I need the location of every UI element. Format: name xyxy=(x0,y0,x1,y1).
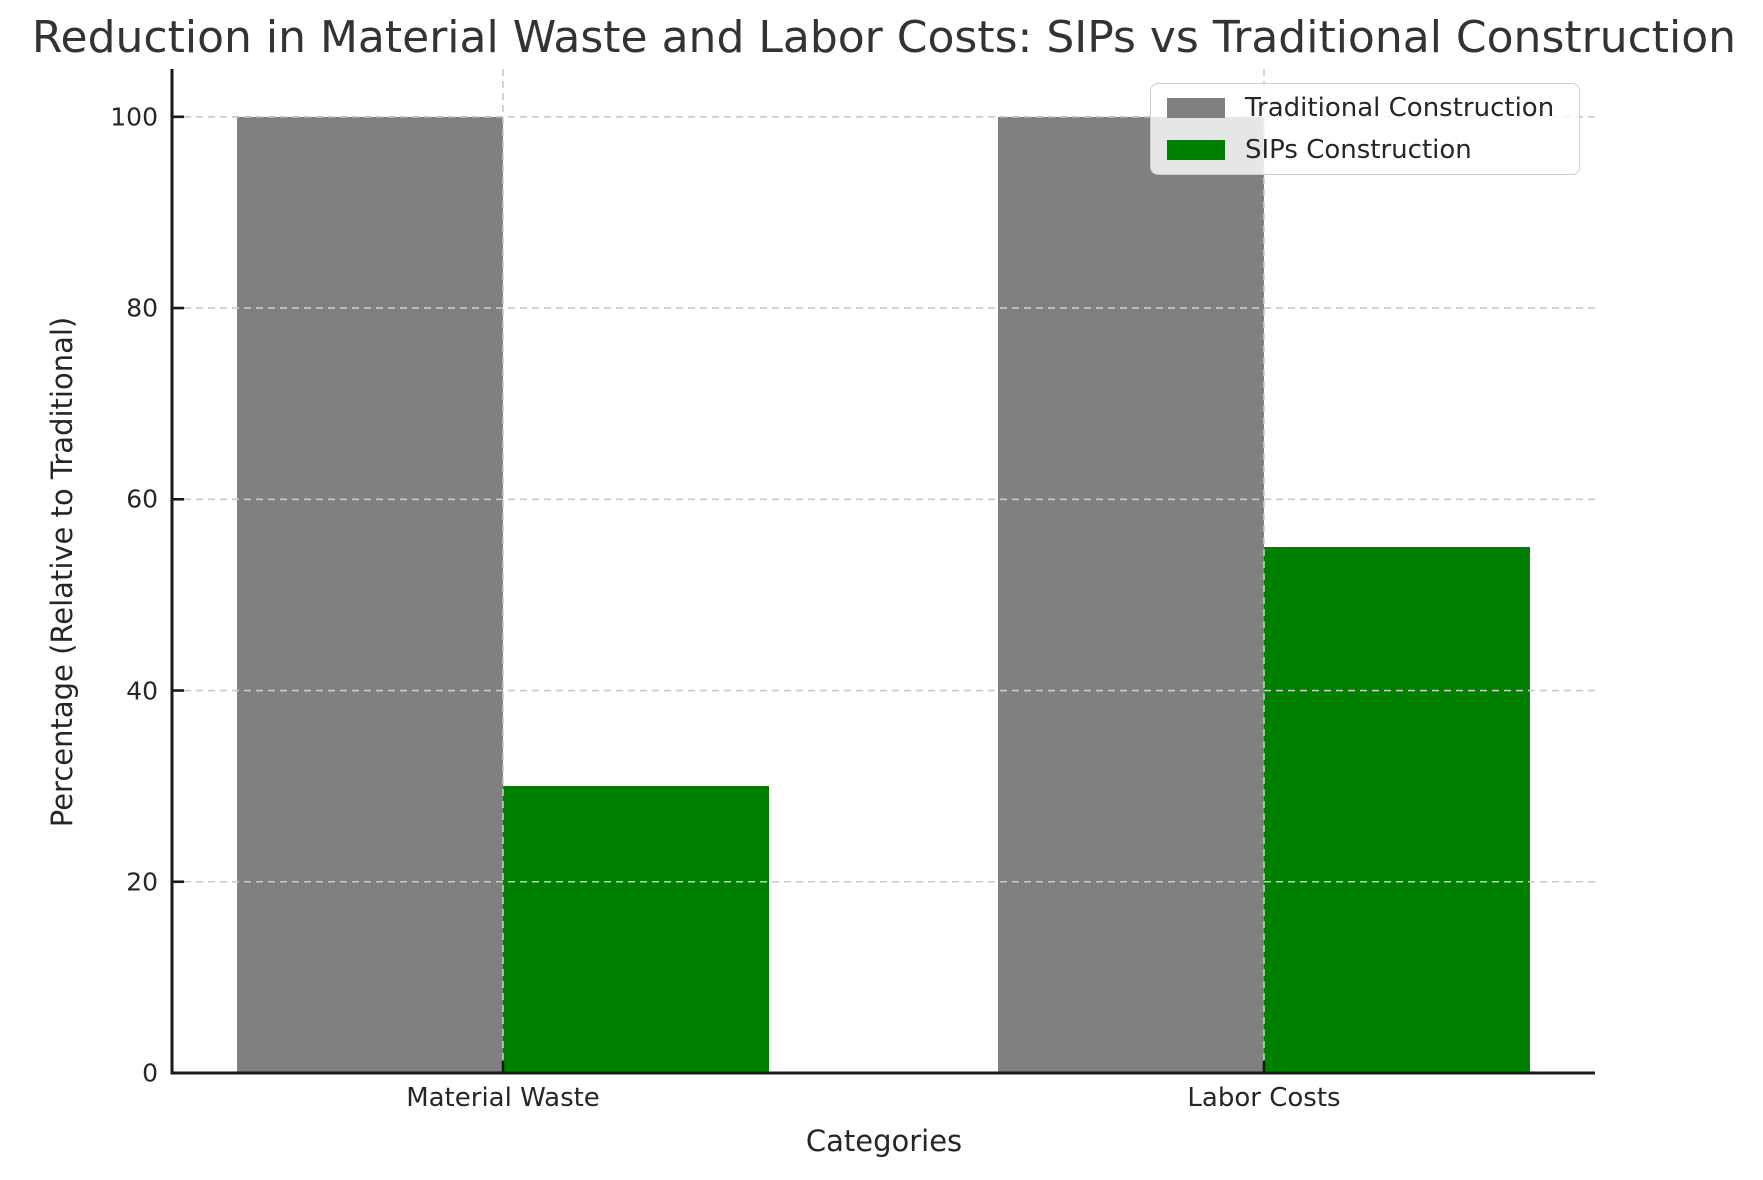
y-tick-label: 100 xyxy=(110,102,158,132)
legend-item-traditional: Traditional Construction xyxy=(1167,93,1563,123)
bar-traditional-construction-material-waste xyxy=(237,116,503,1074)
legend-label-traditional: Traditional Construction xyxy=(1245,93,1555,123)
y-axis-label: Percentage (Relative to Traditional) xyxy=(45,316,79,828)
y-tick-label: 20 xyxy=(126,867,158,897)
bar-sips-construction-labor-costs xyxy=(1264,547,1530,1073)
x-tick-label: Material Waste xyxy=(406,1083,600,1113)
x-axis-label: Categories xyxy=(805,1124,963,1158)
legend-swatch-traditional xyxy=(1167,98,1225,118)
x-tick-label: Labor Costs xyxy=(1187,1083,1341,1113)
legend: Traditional Construction SIPs Constructi… xyxy=(1150,83,1580,175)
y-tick-label: 0 xyxy=(142,1058,158,1088)
legend-item-sips: SIPs Construction xyxy=(1167,135,1563,165)
y-tick-label: 60 xyxy=(126,484,158,514)
y-tick-label: 40 xyxy=(126,676,158,706)
legend-swatch-sips xyxy=(1167,140,1225,160)
y-tick-label: 80 xyxy=(126,293,158,323)
bar-sips-construction-material-waste xyxy=(503,786,769,1073)
chart-title: Reduction in Material Waste and Labor Co… xyxy=(31,12,1737,63)
bar-traditional-construction-labor-costs xyxy=(998,116,1264,1074)
legend-label-sips: SIPs Construction xyxy=(1245,135,1472,165)
